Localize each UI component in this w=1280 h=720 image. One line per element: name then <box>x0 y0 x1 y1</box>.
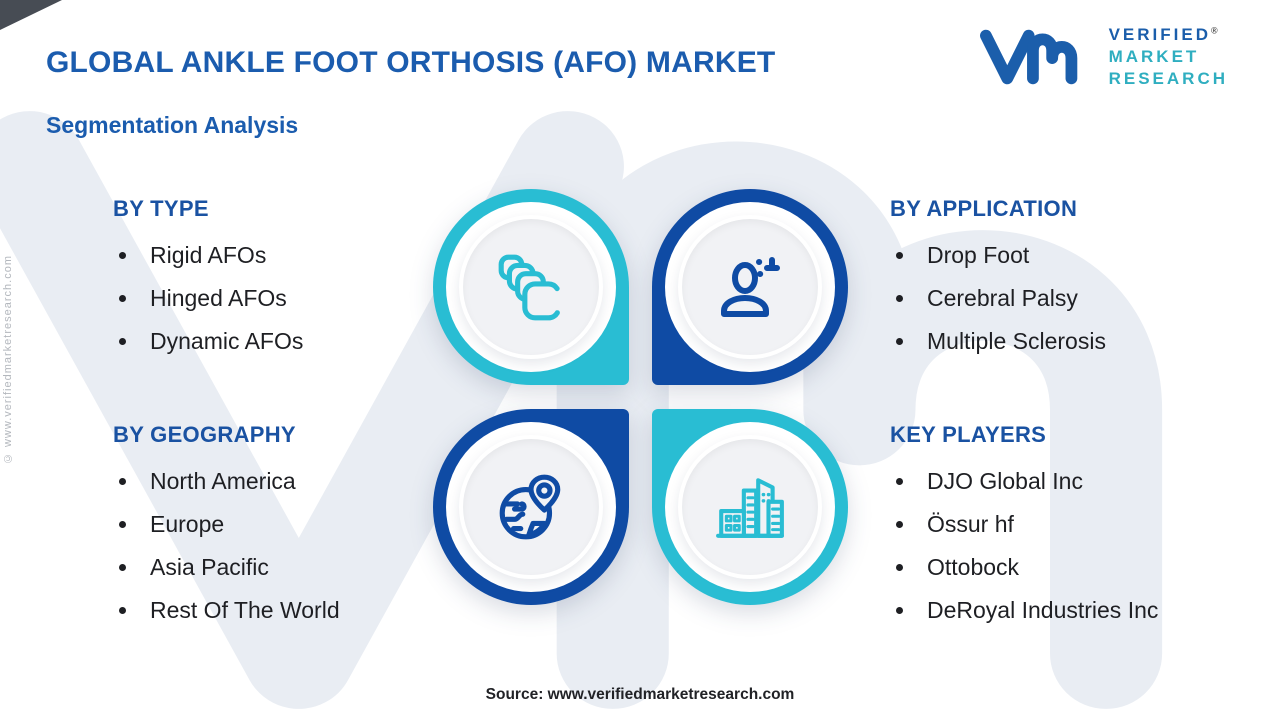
section-by-type: BY TYPE Rigid AFOs Hinged AFOs Dynamic AFO… <box>113 196 473 363</box>
section-by-geography: BY GEOGRAPHY North America Europe Asia Pac… <box>113 422 473 632</box>
bullet-icon <box>896 338 903 345</box>
bullet-icon <box>119 564 126 571</box>
logo-line-market: MARKET <box>1108 47 1200 67</box>
list-item-label: Drop Foot <box>927 242 1030 268</box>
list-item: Rigid AFOs <box>113 234 473 277</box>
list-item: Drop Foot <box>890 234 1250 277</box>
bullet-icon <box>896 252 903 259</box>
vmr-logo: VERIFIED® MARKET RESEARCH <box>971 24 1228 90</box>
section-list-by-application: Drop Foot Cerebral Palsy Multiple Sclerosi… <box>890 234 1250 363</box>
list-item-label: Hinged AFOs <box>150 285 287 311</box>
list-item: Ottobock <box>890 546 1250 589</box>
source-attribution: Source: www.verifiedmarketresearch.com <box>485 686 795 703</box>
section-heading-by-type: BY TYPE <box>113 196 209 221</box>
vmr-logo-mark-icon <box>979 29 1077 85</box>
section-list-by-geography: North America Europe Asia Pacific Rest Of T… <box>113 460 473 632</box>
section-heading-by-application: BY APPLICATION <box>890 196 1078 221</box>
list-item: DeRoyal Industries Inc <box>890 589 1250 632</box>
registered-mark: ® <box>1211 25 1218 36</box>
bullet-icon <box>896 295 903 302</box>
bullet-icon <box>896 607 903 614</box>
page-subtitle: Segmentation Analysis <box>46 112 299 138</box>
bubble-inner-disc <box>459 435 603 579</box>
bullet-icon <box>119 521 126 528</box>
list-item-label: Ottobock <box>927 554 1020 580</box>
vmr-logo-text: VERIFIED® MARKET RESEARCH <box>1109 24 1228 90</box>
section-by-application: BY APPLICATION Drop Foot Cerebral Palsy Mu… <box>890 196 1250 363</box>
bullet-icon <box>119 607 126 614</box>
bubble-key-players <box>652 409 848 605</box>
bubble-inner-disc <box>459 215 603 359</box>
list-item: Asia Pacific <box>113 546 473 589</box>
list-item: North America <box>113 460 473 503</box>
bubble-inner-disc <box>678 435 822 579</box>
bullet-icon <box>119 478 126 485</box>
bullet-icon <box>896 521 903 528</box>
section-list-key-players: DJO Global Inc Össur hf Ottobock DeRoyal In… <box>890 460 1250 632</box>
list-item-label: Europe <box>150 511 225 537</box>
corner-fold-decoration <box>0 0 62 30</box>
list-item-label: Rigid AFOs <box>150 242 267 268</box>
bubble-by-type <box>433 189 629 385</box>
bullet-icon <box>119 338 126 345</box>
section-key-players: KEY PLAYERS DJO Global Inc Össur hf Ottobo… <box>890 422 1250 632</box>
layers-icon <box>498 254 562 321</box>
person-plus-icon <box>721 257 780 317</box>
bullet-icon <box>119 295 126 302</box>
bubble-inner-disc <box>678 215 822 359</box>
list-item: Multiple Sclerosis <box>890 320 1250 363</box>
list-item: Dynamic AFOs <box>113 320 473 363</box>
list-item-label: Össur hf <box>927 511 1014 537</box>
list-item-label: DJO Global Inc <box>927 468 1083 494</box>
list-item-label: Dynamic AFOs <box>150 328 304 354</box>
logo-line-verified: VERIFIED <box>1108 25 1211 44</box>
segmentation-bubble-cluster <box>433 189 848 605</box>
bullet-icon <box>119 252 126 259</box>
list-item-label: Cerebral Palsy <box>927 285 1078 311</box>
section-heading-key-players: KEY PLAYERS <box>890 422 1047 447</box>
page-title: GLOBAL ANKLE FOOT ORTHOSIS (AFO) MARKET <box>46 46 776 79</box>
list-item: DJO Global Inc <box>890 460 1250 503</box>
side-copyright-watermark: © www.verifiedmarketresearch.com <box>2 255 14 465</box>
list-item: Össur hf <box>890 503 1250 546</box>
bullet-icon <box>896 564 903 571</box>
buildings-icon <box>716 478 784 538</box>
list-item: Europe <box>113 503 473 546</box>
list-item: Hinged AFOs <box>113 277 473 320</box>
section-list-by-type: Rigid AFOs Hinged AFOs Dynamic AFOs <box>113 234 473 363</box>
list-item-label: Multiple Sclerosis <box>927 328 1106 354</box>
section-heading-by-geography: BY GEOGRAPHY <box>113 422 296 447</box>
bubble-by-geography <box>433 409 629 605</box>
bubble-by-application <box>652 189 848 385</box>
globe-pin-icon <box>499 474 561 540</box>
list-item-label: Rest Of The World <box>150 597 340 623</box>
list-item-label: DeRoyal Industries Inc <box>927 597 1159 623</box>
list-item: Rest Of The World <box>113 589 473 632</box>
list-item-label: North America <box>150 468 296 494</box>
logo-line-research: RESEARCH <box>1108 69 1228 89</box>
bullet-icon <box>896 478 903 485</box>
list-item: Cerebral Palsy <box>890 277 1250 320</box>
list-item-label: Asia Pacific <box>150 554 269 580</box>
